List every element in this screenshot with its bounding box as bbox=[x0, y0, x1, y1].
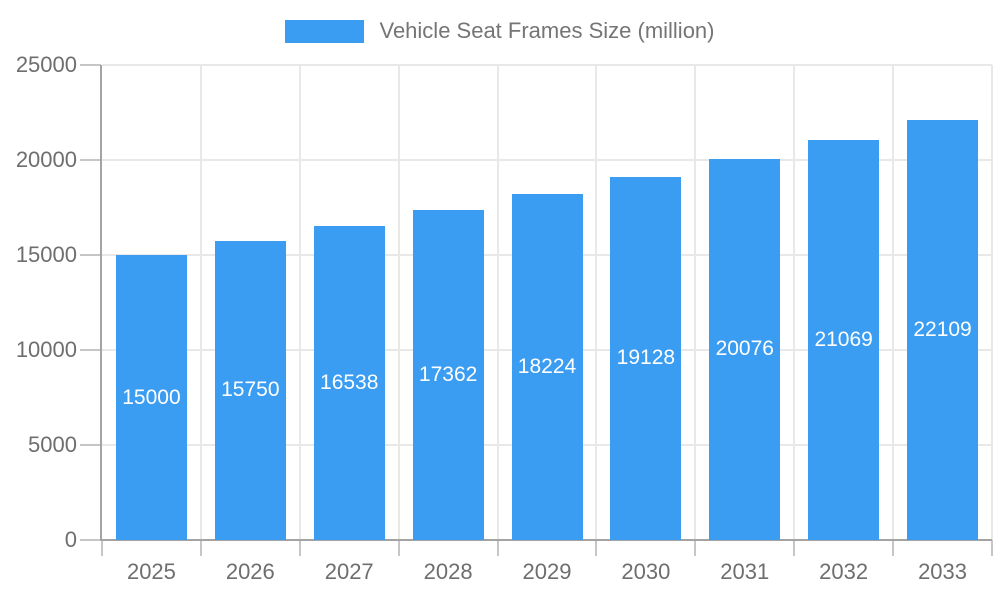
y-tick bbox=[80, 159, 101, 161]
bar-2029[interactable] bbox=[511, 193, 583, 540]
bar-2030[interactable] bbox=[610, 176, 682, 540]
y-axis-label: 0 bbox=[64, 527, 77, 552]
x-axis-label: 2025 bbox=[126, 559, 176, 584]
y-tick bbox=[80, 539, 101, 541]
bar-2028[interactable] bbox=[412, 210, 484, 540]
gridline-vertical bbox=[199, 65, 202, 540]
legend[interactable]: Vehicle Seat Frames Size (million) bbox=[0, 17, 1000, 45]
x-axis-label: 2028 bbox=[423, 559, 473, 584]
x-axis-label: 2027 bbox=[324, 559, 374, 584]
bar-2032[interactable] bbox=[808, 139, 880, 540]
bar-2027[interactable] bbox=[313, 225, 385, 540]
gridline-vertical bbox=[892, 65, 895, 540]
y-axis-label: 25000 bbox=[15, 52, 77, 77]
y-axis-line bbox=[100, 65, 102, 540]
y-axis-label: 10000 bbox=[15, 337, 77, 362]
bar-2025[interactable] bbox=[115, 255, 187, 540]
x-axis-label: 2033 bbox=[918, 559, 968, 584]
bar-value-label: 15750 bbox=[221, 378, 280, 402]
y-tick bbox=[80, 64, 101, 66]
gridline-vertical bbox=[298, 65, 301, 540]
x-tick bbox=[892, 540, 895, 556]
bar-2033[interactable] bbox=[907, 119, 979, 540]
gridline-vertical bbox=[496, 65, 499, 540]
bar-value-label: 18224 bbox=[517, 354, 577, 378]
gridline-horizontal bbox=[102, 159, 992, 161]
x-tick bbox=[101, 540, 103, 556]
x-tick bbox=[793, 540, 796, 556]
x-axis-label: 2029 bbox=[522, 559, 572, 584]
bar-value-label: 19128 bbox=[616, 346, 676, 370]
x-tick bbox=[595, 540, 598, 556]
y-tick bbox=[80, 349, 101, 351]
x-axis-line bbox=[100, 539, 992, 541]
gridline-horizontal bbox=[102, 64, 992, 66]
gridline-vertical bbox=[595, 65, 598, 540]
gridline-vertical bbox=[991, 65, 993, 540]
bar-value-label: 16538 bbox=[320, 370, 379, 394]
bar-2026[interactable] bbox=[214, 240, 286, 540]
x-tick bbox=[496, 540, 499, 556]
x-axis-label: 2032 bbox=[819, 559, 869, 584]
bar-value-label: 15000 bbox=[122, 385, 181, 409]
x-tick bbox=[991, 540, 993, 556]
y-tick bbox=[80, 254, 101, 256]
y-axis-label: 5000 bbox=[28, 432, 77, 457]
legend-label: Vehicle Seat Frames Size (million) bbox=[379, 18, 715, 43]
bar-value-label: 21069 bbox=[814, 327, 873, 351]
gridline-vertical bbox=[397, 65, 400, 540]
x-axis-label: 2031 bbox=[720, 559, 770, 584]
bar-value-label: 17362 bbox=[418, 363, 478, 387]
x-tick bbox=[199, 540, 202, 556]
x-tick bbox=[397, 540, 400, 556]
y-axis-label: 15000 bbox=[15, 242, 77, 267]
x-axis-label: 2030 bbox=[621, 559, 671, 584]
gridline-vertical bbox=[793, 65, 796, 540]
bar-value-label: 20076 bbox=[715, 337, 774, 361]
x-tick bbox=[694, 540, 697, 556]
gridline-vertical bbox=[694, 65, 697, 540]
x-tick bbox=[298, 540, 301, 556]
legend-swatch bbox=[285, 19, 365, 43]
bar-2031[interactable] bbox=[709, 158, 781, 540]
x-axis-label: 2026 bbox=[225, 559, 275, 584]
y-tick bbox=[80, 444, 101, 446]
y-axis-label: 20000 bbox=[15, 147, 77, 172]
bar-value-label: 22109 bbox=[913, 317, 972, 341]
